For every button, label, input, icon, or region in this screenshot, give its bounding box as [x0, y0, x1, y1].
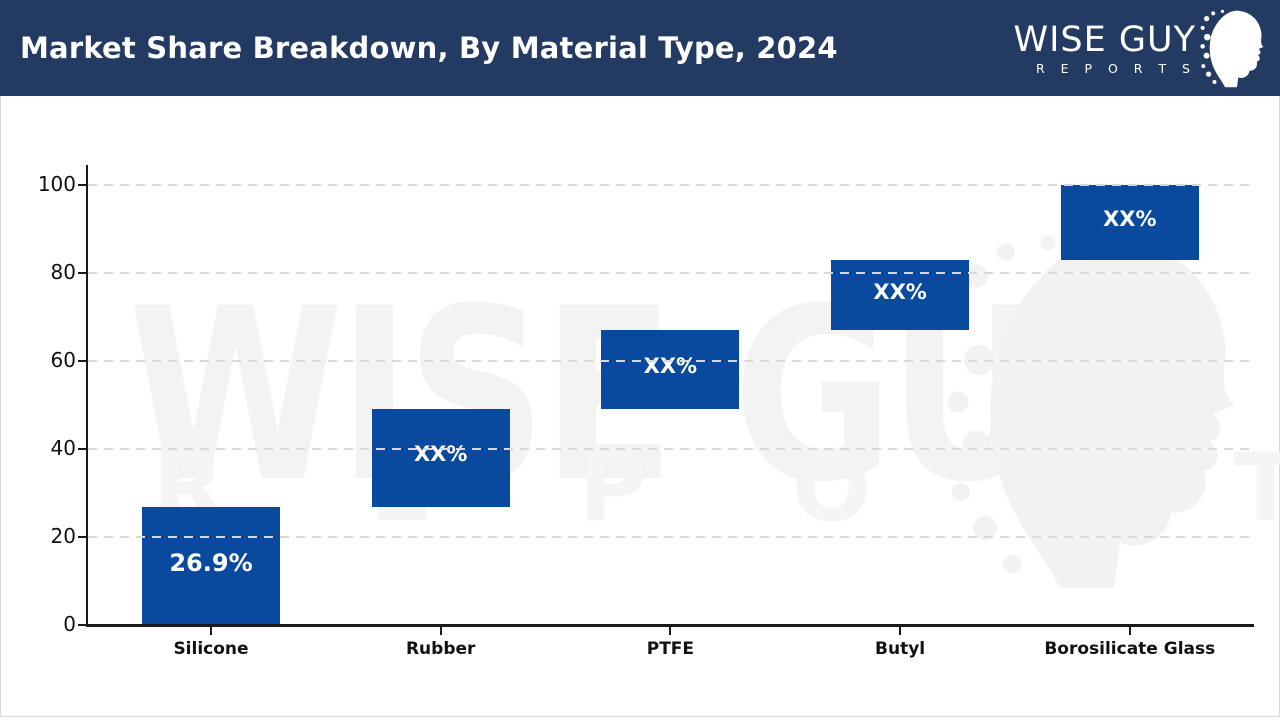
x-tick-ptfe — [669, 627, 672, 635]
y-tick-60 — [78, 360, 86, 362]
x-category-label-silicone: Silicone — [173, 639, 249, 659]
gridline-100 — [88, 184, 1253, 186]
y-tick-20 — [78, 536, 86, 538]
x-category-label-ptfe: PTFE — [646, 639, 695, 659]
bar-rubber: XX% — [371, 408, 510, 507]
bar-value-label-borosilicate-glass: XX% — [1103, 207, 1157, 232]
x-category-label-rubber: Rubber — [405, 639, 476, 659]
bar-butyl: XX% — [831, 259, 970, 330]
y-tick-80 — [78, 272, 86, 274]
x-axis-line — [86, 624, 1254, 627]
x-tick-rubber — [439, 627, 442, 635]
gridline-60 — [88, 360, 1253, 362]
brand-logo-text: WISE GUY R E P O R T S — [1013, 19, 1196, 76]
x-category-label-butyl: Butyl — [875, 639, 926, 659]
bar-silicone: 26.9% — [142, 506, 280, 625]
brand-subtitle: R E P O R T S — [1035, 60, 1196, 76]
y-tick-label-80: 80 — [50, 260, 76, 284]
x-tick-silicone — [210, 627, 212, 635]
brand-name: WISE GUY — [1013, 19, 1196, 60]
x-category-label-borosilicate-glass: Borosilicate Glass — [1044, 639, 1216, 659]
bar-borosilicate-glass: XX% — [1060, 185, 1199, 260]
chart-title: Market Share Breakdown, By Material Type… — [20, 31, 838, 65]
gridline-80 — [88, 272, 1253, 274]
y-tick-label-20: 20 — [50, 524, 76, 548]
bar-value-label-ptfe: XX% — [643, 354, 698, 378]
y-tick-label-60: 60 — [50, 348, 76, 372]
y-tick-40 — [78, 448, 86, 450]
brand-head-icon — [1200, 9, 1266, 89]
bar-value-label-butyl: XX% — [873, 279, 927, 304]
bar-ptfe: XX% — [601, 329, 740, 409]
brand-logo: WISE GUY R E P O R T S — [1013, 9, 1266, 89]
y-axis-line — [86, 165, 88, 626]
gridline-20 — [88, 536, 1253, 538]
gridline-40 — [88, 448, 1253, 450]
y-tick-label-40: 40 — [50, 436, 76, 460]
y-tick-label-100: 100 — [37, 172, 76, 196]
x-tick-butyl — [899, 627, 902, 635]
header-bar: Market Share Breakdown, By Material Type… — [0, 0, 1280, 96]
bar-value-label-rubber: XX% — [413, 442, 468, 467]
y-tick-100 — [78, 184, 86, 186]
x-tick-borosilicate-glass — [1128, 627, 1131, 635]
bar-value-label-silicone: 26.9% — [169, 548, 253, 577]
watermark-head-icon — [946, 228, 1246, 600]
y-tick-label-0: 0 — [63, 612, 76, 636]
y-tick-0 — [78, 624, 86, 626]
